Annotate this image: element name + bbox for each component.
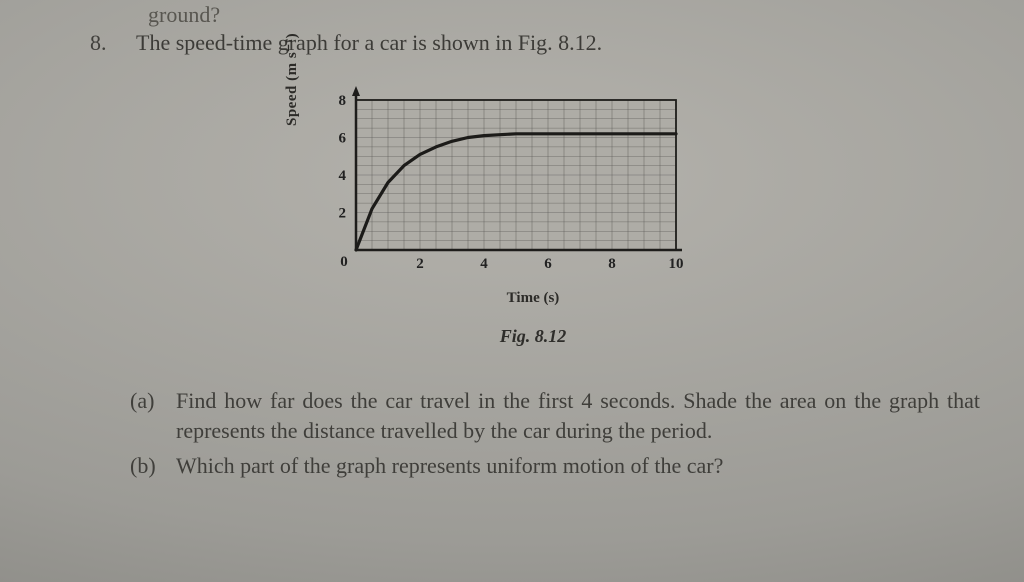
figure: Speed (m s⁻¹) 24681024680 Time (s) Fig. … xyxy=(300,82,720,349)
part-b-label: (b) xyxy=(130,451,164,481)
svg-text:2: 2 xyxy=(339,206,347,222)
question-row: 8. The speed-time graph for a car is sho… xyxy=(90,28,602,58)
svg-text:8: 8 xyxy=(608,256,616,272)
page: ground? 8. The speed-time graph for a ca… xyxy=(0,0,1024,582)
svg-text:4: 4 xyxy=(339,168,347,184)
y-axis-label: Speed (m s⁻¹) xyxy=(282,33,302,126)
x-axis-label: Time (s) xyxy=(346,288,720,308)
svg-text:4: 4 xyxy=(480,256,488,272)
part-a: (a) Find how far does the car travel in … xyxy=(130,386,980,445)
part-b: (b) Which part of the graph represents u… xyxy=(130,451,980,481)
question-parts: (a) Find how far does the car travel in … xyxy=(130,386,980,487)
part-a-label: (a) xyxy=(130,386,164,445)
svg-text:6: 6 xyxy=(339,131,347,147)
svg-text:2: 2 xyxy=(416,256,424,272)
figure-caption: Fig. 8.12 xyxy=(346,324,720,348)
previous-question-fragment: ground? xyxy=(148,0,220,30)
speed-time-chart: 2 4 6 8 10 2 4 6 8 0 xyxy=(300,82,700,282)
question-text: The speed-time graph for a car is shown … xyxy=(136,28,602,58)
svg-text:8: 8 xyxy=(339,93,347,109)
svg-text:10: 10 xyxy=(669,256,684,272)
part-b-text: Which part of the graph represents unifo… xyxy=(176,451,723,481)
svg-text:6: 6 xyxy=(544,256,552,272)
question-number: 8. xyxy=(90,28,118,58)
part-a-text: Find how far does the car travel in the … xyxy=(176,386,980,445)
svg-text:0: 0 xyxy=(340,254,348,270)
